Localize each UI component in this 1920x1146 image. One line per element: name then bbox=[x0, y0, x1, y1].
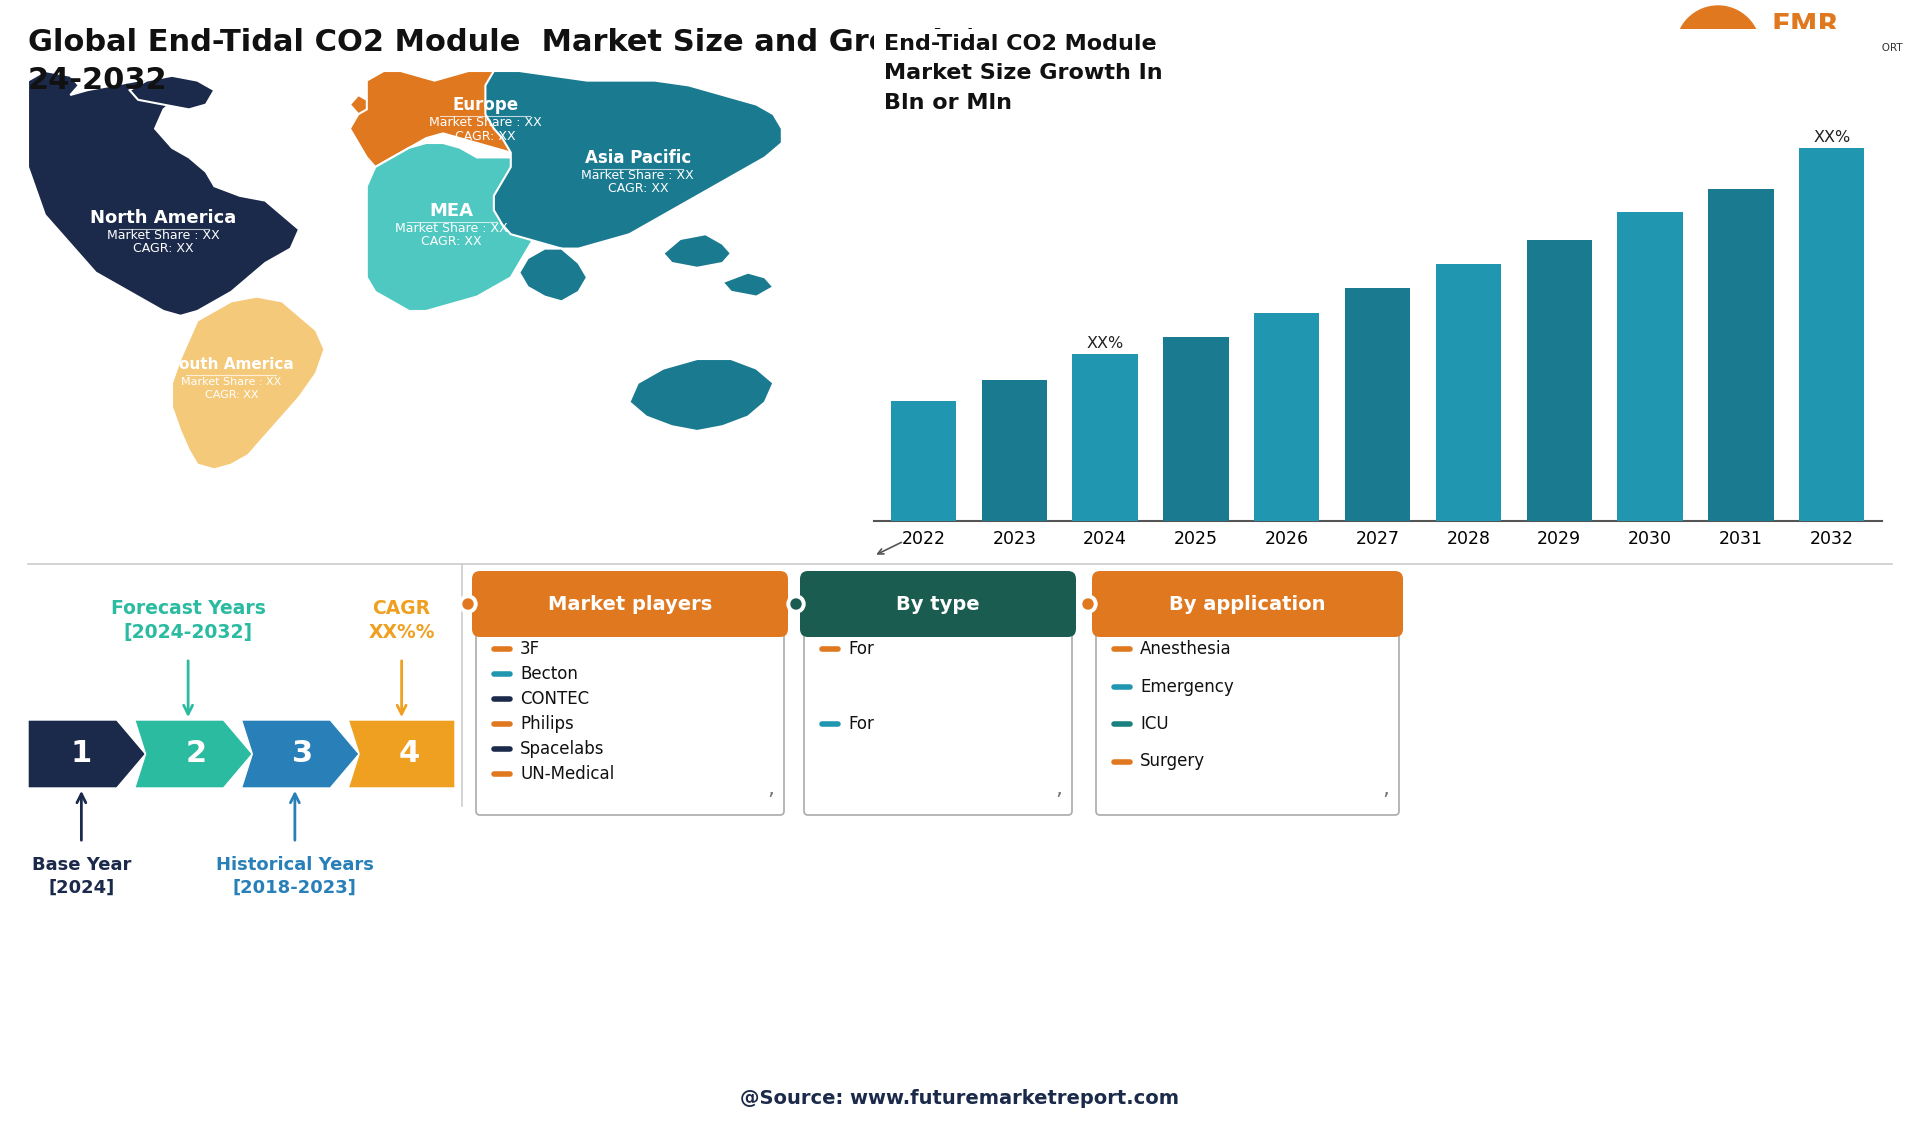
Polygon shape bbox=[367, 143, 553, 311]
Text: CAGR: XX: CAGR: XX bbox=[132, 242, 194, 256]
Text: Surgery: Surgery bbox=[1140, 753, 1206, 770]
Text: MEA: MEA bbox=[430, 202, 474, 220]
Polygon shape bbox=[486, 71, 781, 249]
Text: Market Share : XX: Market Share : XX bbox=[582, 170, 695, 182]
Polygon shape bbox=[131, 76, 215, 109]
Circle shape bbox=[463, 599, 472, 609]
Bar bbox=[1164, 337, 1229, 521]
Bar bbox=[1526, 241, 1592, 521]
Polygon shape bbox=[29, 71, 300, 316]
FancyBboxPatch shape bbox=[472, 571, 787, 637]
Text: End-Tidal CO2 Module
Market Size Growth In
Bln or Mln: End-Tidal CO2 Module Market Size Growth … bbox=[883, 33, 1162, 112]
FancyBboxPatch shape bbox=[476, 629, 783, 815]
Text: ,: , bbox=[1382, 779, 1388, 799]
Text: 🔭: 🔭 bbox=[1709, 33, 1728, 63]
Text: Emergency: Emergency bbox=[1140, 677, 1235, 696]
Text: Anesthesia: Anesthesia bbox=[1140, 639, 1231, 658]
Text: Philips: Philips bbox=[520, 715, 574, 733]
Bar bbox=[1617, 212, 1682, 521]
FancyBboxPatch shape bbox=[804, 629, 1071, 815]
Text: @Source: www.futuremarketreport.com: @Source: www.futuremarketreport.com bbox=[741, 1089, 1179, 1107]
Text: Forecast Years
[2024-2032]: Forecast Years [2024-2032] bbox=[111, 598, 265, 642]
Text: 3: 3 bbox=[292, 739, 313, 769]
Text: Market players: Market players bbox=[547, 595, 712, 613]
Text: CAGR: XX: CAGR: XX bbox=[420, 235, 482, 248]
FancyBboxPatch shape bbox=[801, 571, 1075, 637]
Polygon shape bbox=[349, 95, 367, 115]
Polygon shape bbox=[630, 359, 774, 431]
Polygon shape bbox=[29, 720, 146, 788]
Bar bbox=[1436, 264, 1501, 521]
Text: XX%: XX% bbox=[1812, 129, 1851, 144]
Circle shape bbox=[787, 595, 804, 613]
Polygon shape bbox=[173, 297, 324, 470]
Text: For: For bbox=[849, 639, 874, 658]
Text: FUTURE MARKET REPORT: FUTURE MARKET REPORT bbox=[1772, 44, 1903, 53]
Text: Market Share : XX: Market Share : XX bbox=[396, 222, 509, 235]
Text: For: For bbox=[849, 715, 874, 733]
Text: 3F: 3F bbox=[520, 639, 540, 658]
Bar bbox=[981, 379, 1046, 521]
Polygon shape bbox=[722, 273, 774, 297]
Bar bbox=[1344, 288, 1411, 521]
Circle shape bbox=[1083, 599, 1092, 609]
Text: CAGR: XX: CAGR: XX bbox=[455, 129, 516, 142]
Polygon shape bbox=[662, 234, 732, 268]
Text: CAGR
XX%%: CAGR XX%% bbox=[369, 598, 434, 642]
Circle shape bbox=[459, 595, 476, 613]
Text: Market Share : XX: Market Share : XX bbox=[428, 117, 541, 129]
Text: Market Share : XX: Market Share : XX bbox=[108, 229, 221, 242]
Circle shape bbox=[791, 599, 801, 609]
Bar bbox=[891, 401, 956, 521]
Polygon shape bbox=[242, 720, 359, 788]
Text: Europe: Europe bbox=[453, 96, 518, 113]
Text: ,: , bbox=[1054, 779, 1062, 799]
Polygon shape bbox=[134, 720, 252, 788]
Text: 4: 4 bbox=[399, 739, 420, 769]
Text: FMR: FMR bbox=[1772, 11, 1839, 40]
Text: Market Share : XX: Market Share : XX bbox=[180, 377, 282, 387]
Bar bbox=[1073, 354, 1139, 521]
Polygon shape bbox=[518, 249, 588, 301]
Text: South America: South America bbox=[169, 356, 294, 371]
Text: 2: 2 bbox=[186, 739, 207, 769]
Text: 1: 1 bbox=[71, 739, 92, 769]
Text: ,: , bbox=[766, 779, 774, 799]
Text: Asia Pacific: Asia Pacific bbox=[586, 149, 691, 167]
Text: Spacelabs: Spacelabs bbox=[520, 740, 605, 758]
Text: CONTEC: CONTEC bbox=[520, 690, 589, 708]
Text: By type: By type bbox=[897, 595, 979, 613]
Polygon shape bbox=[348, 720, 455, 788]
Text: Historical Years
[2018-2023]: Historical Years [2018-2023] bbox=[215, 856, 374, 897]
FancyBboxPatch shape bbox=[1092, 571, 1404, 637]
Text: XX%: XX% bbox=[1087, 336, 1123, 351]
Text: Base Year
[2024]: Base Year [2024] bbox=[33, 856, 131, 897]
Text: Becton: Becton bbox=[520, 665, 578, 683]
Text: North America: North America bbox=[90, 209, 236, 227]
Text: By application: By application bbox=[1169, 595, 1325, 613]
Polygon shape bbox=[349, 71, 588, 167]
Text: ICU: ICU bbox=[1140, 715, 1169, 733]
Bar bbox=[1254, 313, 1319, 521]
FancyBboxPatch shape bbox=[1096, 629, 1400, 815]
Text: Global End-Tidal CO2 Module  Market Size and Growth | CAGR Forecast 20
24-2032: Global End-Tidal CO2 Module Market Size … bbox=[29, 28, 1292, 95]
Circle shape bbox=[1676, 6, 1761, 91]
Bar bbox=[1799, 148, 1864, 521]
Circle shape bbox=[1079, 595, 1096, 613]
Bar bbox=[1709, 189, 1774, 521]
Text: CAGR: XX: CAGR: XX bbox=[205, 390, 257, 400]
Text: CAGR: XX: CAGR: XX bbox=[607, 182, 668, 195]
Text: UN-Medical: UN-Medical bbox=[520, 766, 614, 783]
